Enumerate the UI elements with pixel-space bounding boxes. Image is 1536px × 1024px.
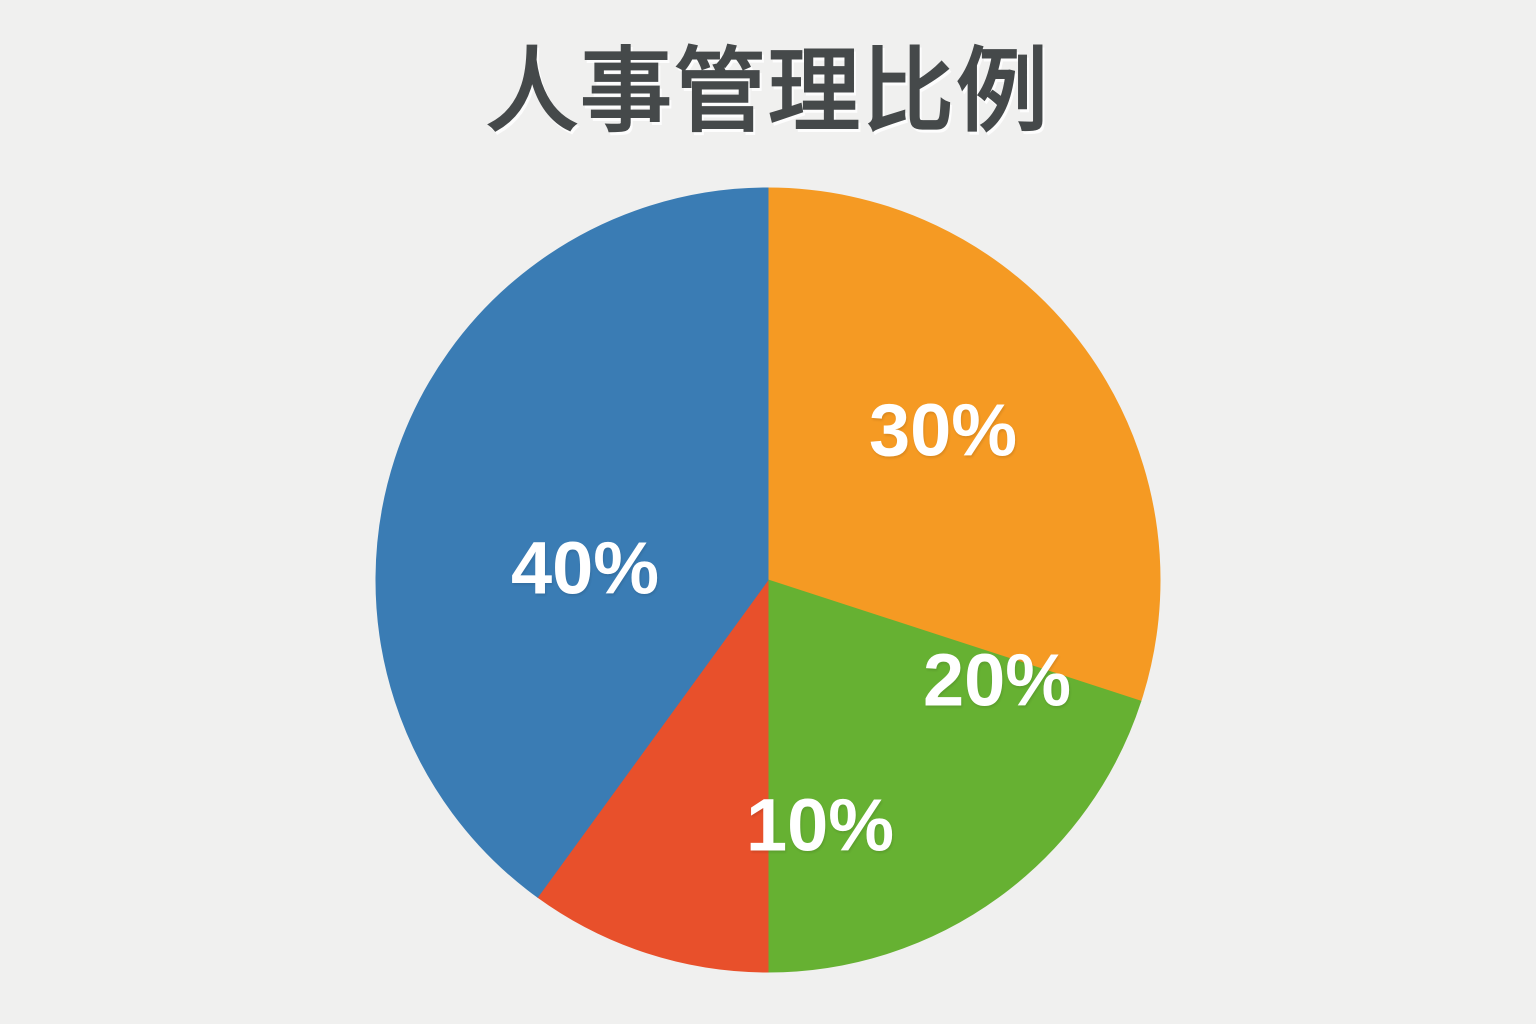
pie-slice-group (375, 187, 1161, 973)
pie-slice-20[interactable] (767, 579, 1142, 973)
pie-slice-10[interactable] (536, 578, 769, 973)
pie-slice-40[interactable] (375, 187, 769, 898)
page-title: 人事管理比例 (485, 41, 1050, 143)
pie-slice-30[interactable] (767, 187, 1161, 702)
